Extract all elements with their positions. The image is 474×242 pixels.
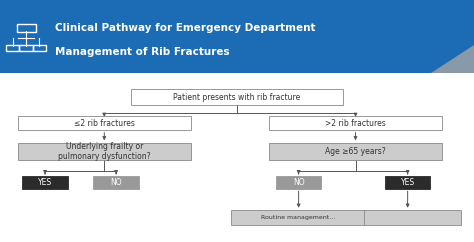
Text: NO: NO: [110, 178, 122, 187]
Text: Clinical Pathway for Emergency Department: Clinical Pathway for Emergency Departmen…: [55, 23, 315, 33]
Text: Underlying frailty or
pulmonary dysfunction?: Underlying frailty or pulmonary dysfunct…: [58, 142, 151, 161]
Bar: [0, 73, 474, 242]
FancyBboxPatch shape: [385, 176, 430, 189]
Text: YES: YES: [401, 178, 415, 187]
Text: Age ≥65 years?: Age ≥65 years?: [325, 147, 386, 156]
Text: Patient presents with rib fracture: Patient presents with rib fracture: [173, 93, 301, 102]
FancyBboxPatch shape: [18, 116, 191, 130]
FancyBboxPatch shape: [93, 176, 139, 189]
FancyBboxPatch shape: [364, 210, 461, 225]
Text: Management of Rib Fractures: Management of Rib Fractures: [55, 47, 229, 57]
FancyBboxPatch shape: [22, 176, 68, 189]
FancyBboxPatch shape: [131, 89, 343, 105]
Text: YES: YES: [38, 178, 52, 187]
Text: ≤2 rib fractures: ≤2 rib fractures: [74, 119, 135, 128]
Bar: [0, 0, 474, 73]
FancyBboxPatch shape: [276, 176, 321, 189]
FancyBboxPatch shape: [269, 116, 442, 130]
FancyBboxPatch shape: [269, 143, 442, 160]
FancyBboxPatch shape: [18, 143, 191, 160]
Text: >2 rib fractures: >2 rib fractures: [325, 119, 386, 128]
Text: Routine management...: Routine management...: [262, 215, 336, 220]
FancyBboxPatch shape: [231, 210, 366, 225]
Polygon shape: [431, 45, 474, 73]
Text: NO: NO: [293, 178, 304, 187]
